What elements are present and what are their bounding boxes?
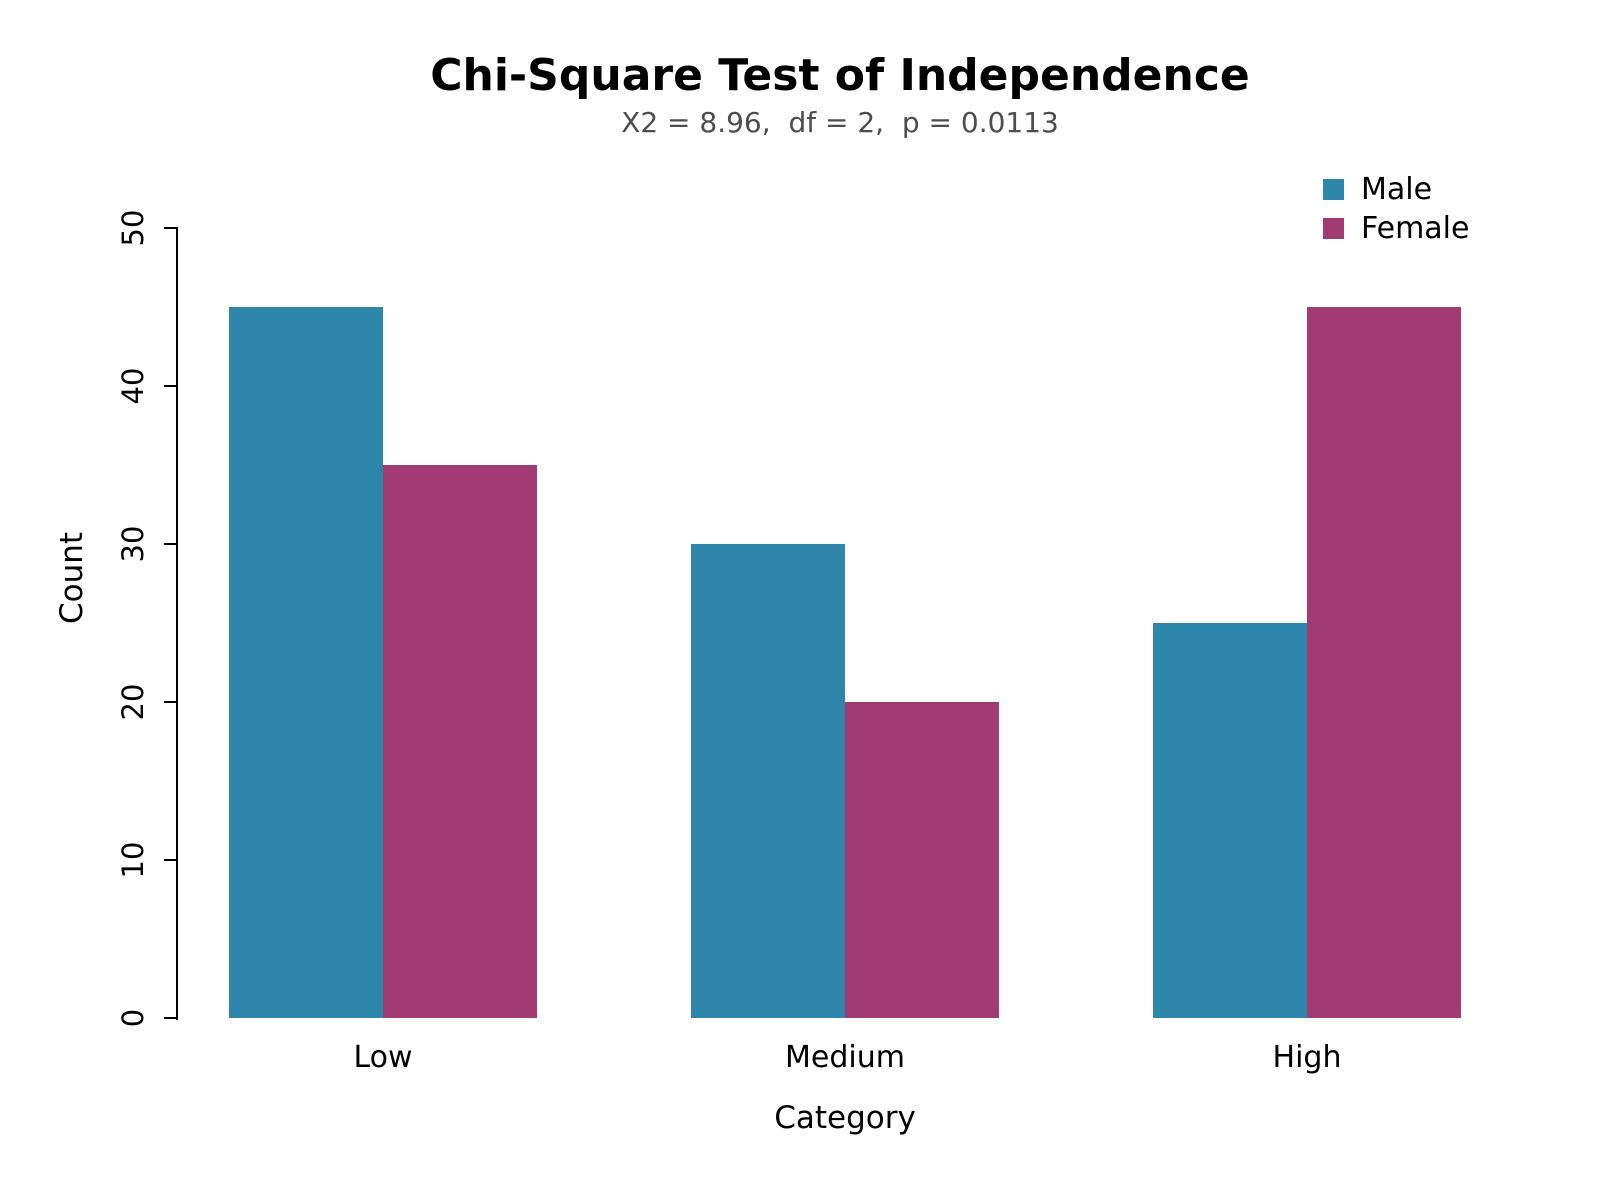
legend-item-male: Male (1323, 170, 1469, 209)
y-axis-title: Count (54, 531, 90, 625)
y-tick-mark-0 (164, 1017, 178, 1019)
chart-title: Chi-Square Test of Independence (430, 50, 1250, 101)
y-tick-label-50: 50 (116, 209, 150, 247)
y-axis-line (176, 227, 178, 1020)
y-tick-mark-10 (164, 859, 178, 861)
legend-label-female: Female (1361, 211, 1470, 246)
y-tick-label-40: 40 (116, 367, 150, 405)
bar-female-medium (845, 702, 999, 1018)
bar-male-medium (691, 544, 845, 1018)
x-axis-title: Category (774, 1100, 916, 1136)
y-tick-label-0: 0 (116, 1008, 150, 1028)
y-tick-mark-40 (164, 385, 178, 387)
y-tick-label-30: 30 (116, 525, 150, 563)
y-tick-label-10: 10 (116, 841, 150, 879)
legend: Male Female (1323, 170, 1469, 248)
legend-label-male: Male (1361, 172, 1433, 207)
bar-male-low (229, 307, 383, 1018)
bar-female-high (1307, 307, 1461, 1018)
chart-subtitle: X2 = 8.96, df = 2, p = 0.0113 (621, 106, 1059, 139)
y-tick-mark-30 (164, 543, 178, 545)
y-tick-mark-20 (164, 701, 178, 703)
legend-swatch-female (1323, 218, 1344, 239)
category-label-medium: Medium (785, 1040, 905, 1075)
bar-female-low (383, 465, 537, 1018)
y-tick-mark-50 (164, 227, 178, 229)
legend-item-female: Female (1323, 209, 1469, 248)
legend-swatch-male (1323, 179, 1344, 200)
bar-male-high (1153, 623, 1307, 1018)
y-tick-label-20: 20 (116, 683, 150, 721)
category-label-low: Low (353, 1040, 413, 1075)
category-label-high: High (1272, 1040, 1342, 1075)
